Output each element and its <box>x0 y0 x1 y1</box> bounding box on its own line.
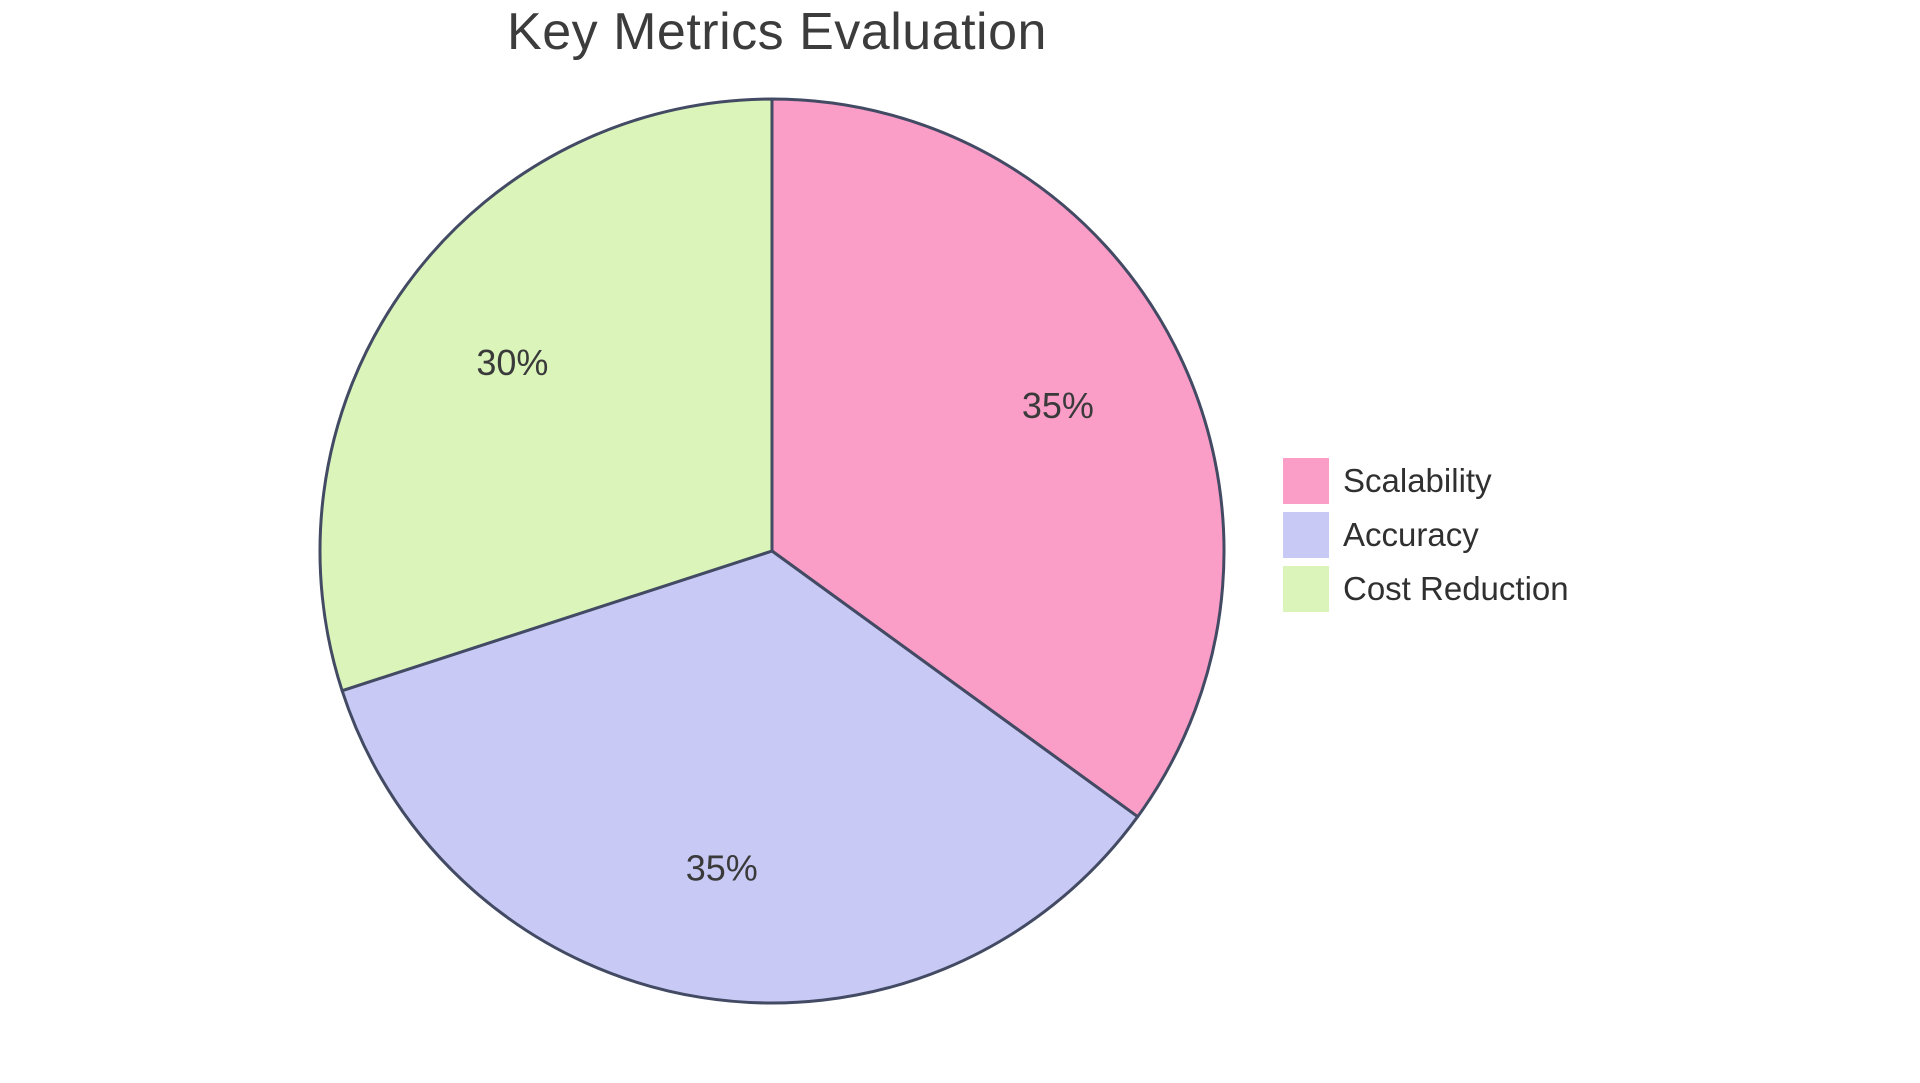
chart-title: Key Metrics Evaluation <box>507 3 1047 61</box>
slice-percent-label-accuracy: 35% <box>686 848 758 889</box>
legend-swatch-scalability <box>1283 458 1329 504</box>
pie-slices <box>318 97 1226 1005</box>
slice-percent-label-cost-reduction: 30% <box>476 342 548 383</box>
pie-slice-scalability <box>770 97 1226 819</box>
legend-label-scalability: Scalability <box>1343 462 1492 499</box>
legend-item-accuracy: Accuracy <box>1283 512 1569 558</box>
legend-swatch-cost-reduction <box>1283 566 1329 612</box>
slice-percent-label-scalability: 35% <box>1022 385 1094 426</box>
legend-label-cost-reduction: Cost Reduction <box>1343 570 1569 607</box>
legend-label-accuracy: Accuracy <box>1343 516 1479 553</box>
pie-slice-accuracy <box>340 549 1140 1005</box>
legend-swatch-accuracy <box>1283 512 1329 558</box>
legend-item-cost-reduction: Cost Reduction <box>1283 566 1569 612</box>
legend: Scalability Accuracy Cost Reduction <box>1283 458 1569 612</box>
slice-labels: 35% 35% 30% <box>476 342 1094 889</box>
legend-item-scalability: Scalability <box>1283 458 1569 504</box>
pie-slice-cost-reduction <box>318 97 774 693</box>
